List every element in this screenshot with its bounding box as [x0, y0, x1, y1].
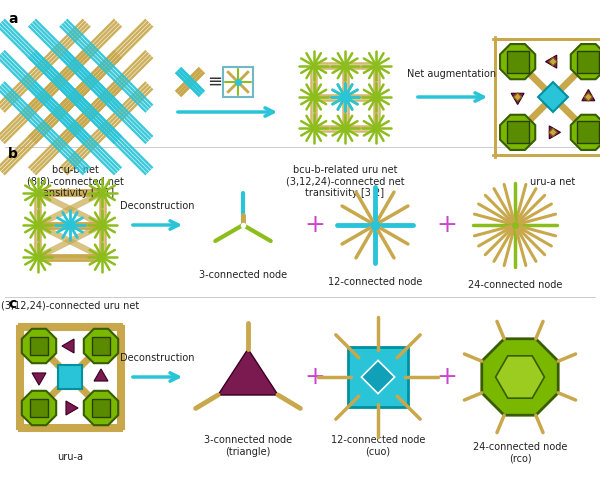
Text: bcu-b net
(8,8)-connected net
transitivity [2 1]: bcu-b net (8,8)-connected net transitivi… — [26, 165, 124, 198]
Polygon shape — [218, 349, 278, 395]
Bar — [577, 51, 599, 72]
Polygon shape — [84, 329, 118, 363]
Text: (3,12,24)-connected uru net: (3,12,24)-connected uru net — [1, 300, 139, 310]
Text: c: c — [8, 297, 16, 311]
Text: +: + — [437, 365, 457, 389]
Text: +: + — [437, 213, 457, 237]
Polygon shape — [500, 44, 535, 79]
Text: 24-connected node: 24-connected node — [468, 280, 562, 290]
Polygon shape — [361, 360, 395, 394]
Text: Deconstruction: Deconstruction — [120, 353, 194, 363]
Polygon shape — [66, 401, 78, 415]
Polygon shape — [514, 93, 522, 101]
Polygon shape — [62, 339, 74, 353]
Polygon shape — [549, 126, 560, 139]
Text: +: + — [305, 365, 325, 389]
Bar — [507, 122, 529, 143]
Text: 3-connected node: 3-connected node — [199, 270, 287, 280]
Text: 12-connected node: 12-connected node — [328, 277, 422, 287]
Bar — [58, 365, 82, 389]
Polygon shape — [94, 369, 108, 381]
Text: uru-a net: uru-a net — [530, 177, 575, 187]
Text: a: a — [8, 12, 17, 26]
Text: bcu-b-related uru net
(3,12,24)-connected net
transitivity [3 2]: bcu-b-related uru net (3,12,24)-connecte… — [286, 165, 404, 198]
FancyBboxPatch shape — [223, 67, 253, 97]
Polygon shape — [22, 329, 56, 363]
Polygon shape — [549, 58, 557, 66]
Polygon shape — [545, 55, 557, 68]
Polygon shape — [32, 373, 46, 385]
Text: 3-connected node
(triangle): 3-connected node (triangle) — [204, 435, 292, 457]
Text: b: b — [8, 147, 18, 161]
Polygon shape — [549, 128, 557, 136]
Text: 12-connected node
(cuo): 12-connected node (cuo) — [331, 435, 425, 457]
Bar — [92, 399, 110, 417]
Polygon shape — [84, 391, 118, 425]
Polygon shape — [571, 44, 600, 79]
Text: +: + — [305, 213, 325, 237]
Polygon shape — [582, 90, 595, 101]
Text: 24-connected node
(rco): 24-connected node (rco) — [473, 442, 567, 463]
Text: uru-a: uru-a — [57, 452, 83, 462]
Polygon shape — [22, 391, 56, 425]
Polygon shape — [496, 356, 544, 398]
Bar — [92, 337, 110, 355]
Polygon shape — [511, 93, 524, 104]
Bar — [577, 122, 599, 143]
Bar — [30, 337, 48, 355]
Polygon shape — [482, 339, 558, 415]
Bar — [507, 51, 529, 72]
Text: ≡: ≡ — [208, 73, 223, 91]
Polygon shape — [584, 93, 592, 101]
Polygon shape — [500, 115, 535, 150]
Text: Net augmentation: Net augmentation — [407, 69, 497, 79]
Bar — [348, 347, 408, 407]
Polygon shape — [538, 82, 568, 112]
Bar — [30, 399, 48, 417]
Polygon shape — [571, 115, 600, 150]
Text: Deconstruction: Deconstruction — [120, 201, 194, 211]
